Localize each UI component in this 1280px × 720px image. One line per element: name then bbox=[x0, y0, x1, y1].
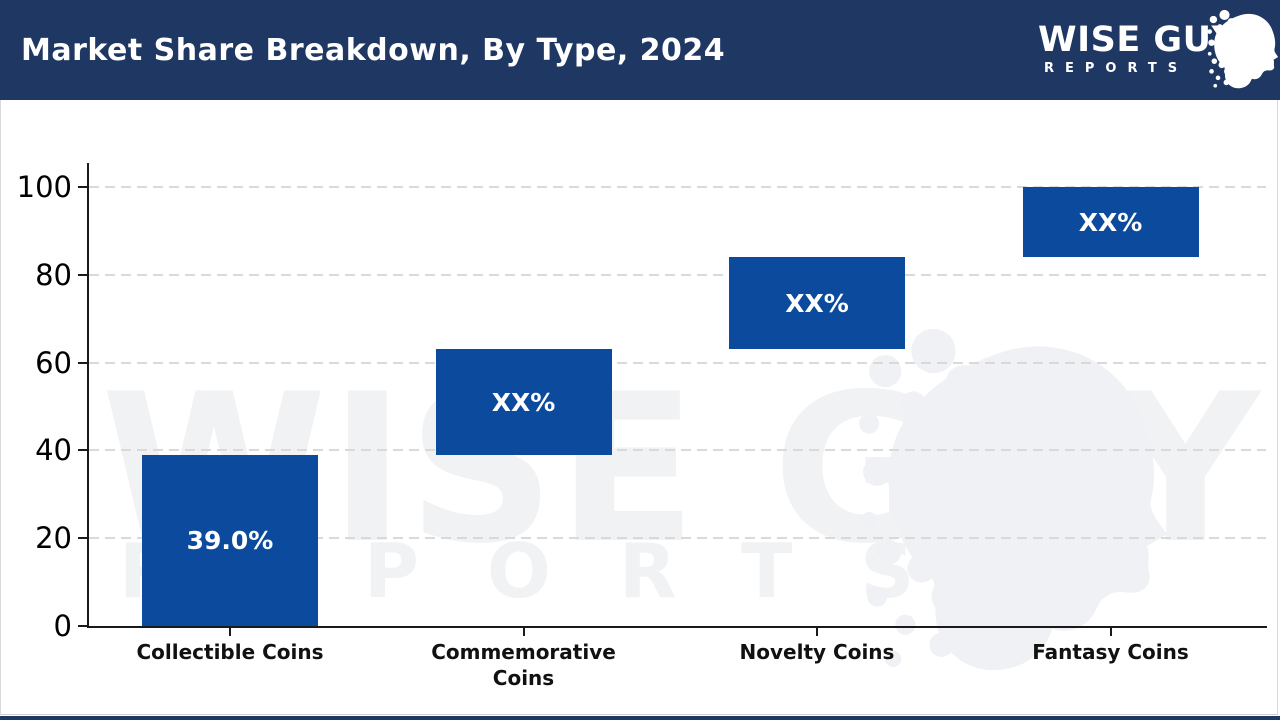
bar-novelty-coins: XX% bbox=[729, 257, 905, 350]
y-tick-40 bbox=[78, 449, 88, 452]
bar-commemorative-coins: XX% bbox=[435, 349, 612, 455]
y-tick-60 bbox=[78, 361, 88, 364]
gridline-20 bbox=[89, 537, 1266, 540]
y-tick-label-0: 0 bbox=[53, 609, 72, 643]
bar-value-label-novelty-coins: XX% bbox=[785, 288, 849, 318]
y-tick-label-40: 40 bbox=[35, 433, 72, 468]
footer-bar bbox=[0, 716, 1280, 720]
x-axis-line bbox=[87, 626, 1267, 628]
bar-value-label-commemorative-coins: XX% bbox=[491, 387, 556, 417]
gridline-60 bbox=[89, 361, 1266, 364]
brand-head-icon bbox=[1207, 9, 1279, 89]
gridline-80 bbox=[89, 273, 1266, 276]
bar-fantasy-coins: XX% bbox=[1022, 187, 1199, 258]
x-tick-novelty-coins bbox=[816, 628, 818, 636]
brand-logo: WISE GUY REPORTS bbox=[1038, 0, 1280, 100]
y-tick-100 bbox=[78, 186, 88, 188]
x-tick-fantasy-coins bbox=[1109, 628, 1112, 636]
brand-logo-name: WISE GUY bbox=[1038, 20, 1238, 60]
x-tick-commemorative-coins bbox=[522, 628, 525, 636]
bar-collectible-coins: 39.0% bbox=[142, 454, 318, 626]
x-category-label-commemorative-coins: Commemorative Coins bbox=[431, 640, 616, 690]
y-tick-80 bbox=[78, 273, 88, 276]
x-category-label-collectible-coins: Collectible Coins bbox=[136, 640, 324, 664]
y-tick-0 bbox=[78, 625, 88, 627]
bar-value-label-collectible-coins: 39.0% bbox=[186, 525, 274, 555]
x-category-label-fantasy-coins: Fantasy Coins bbox=[1032, 640, 1189, 664]
gridline-100 bbox=[89, 186, 1266, 188]
y-tick-label-80: 80 bbox=[35, 257, 72, 292]
header-bar: Market Share Breakdown, By Type, 2024 WI… bbox=[0, 0, 1280, 100]
bar-value-label-fantasy-coins: XX% bbox=[1078, 207, 1143, 237]
y-tick-20 bbox=[78, 537, 88, 540]
gridline-40 bbox=[89, 449, 1266, 452]
y-tick-label-100: 100 bbox=[16, 170, 72, 204]
x-category-label-novelty-coins: Novelty Coins bbox=[739, 640, 895, 664]
x-tick-collectible-coins bbox=[229, 628, 231, 636]
y-tick-label-60: 60 bbox=[35, 345, 72, 380]
y-axis-line bbox=[87, 163, 89, 628]
y-tick-label-20: 20 bbox=[35, 521, 72, 556]
page-title: Market Share Breakdown, By Type, 2024 bbox=[21, 33, 726, 68]
brand-logo-subname: REPORTS bbox=[1044, 61, 1189, 76]
